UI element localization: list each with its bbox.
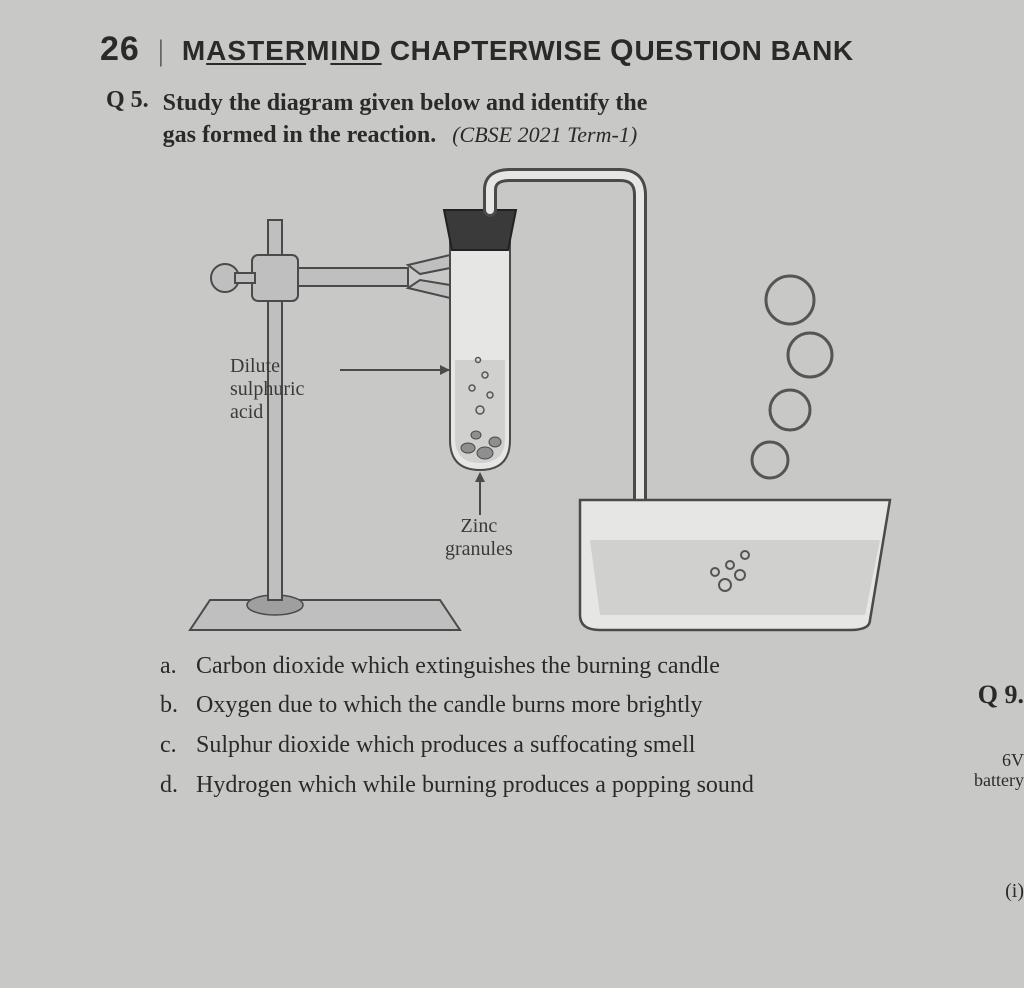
test-tube — [444, 210, 516, 470]
header-divider: | — [158, 34, 164, 68]
fragment-battery: battery — [974, 770, 1024, 791]
option-c: c. Sulphur dioxide which produces a suff… — [160, 729, 964, 763]
question-text: Study the diagram given below and identi… — [163, 87, 648, 152]
water-trough — [580, 276, 890, 630]
fragment-6v: 6V — [1002, 750, 1024, 771]
option-text-b: Oxygen due to which the candle burns mor… — [196, 689, 703, 723]
option-text-d: Hydrogen which while burning produces a … — [196, 769, 754, 803]
option-b: b. Oxygen due to which the candle burns … — [160, 689, 964, 723]
option-d: d. Hydrogen which while burning produces… — [160, 769, 964, 803]
fragment-q9: Q 9. — [978, 680, 1024, 710]
option-a: a. Carbon dioxide which extinguishes the… — [160, 650, 964, 684]
question-number: Q 5. — [106, 87, 149, 152]
options-list: a. Carbon dioxide which extinguishes the… — [160, 650, 964, 802]
option-letter-d: d. — [160, 769, 186, 803]
page-number: 26 — [100, 30, 140, 69]
option-text-a: Carbon dioxide which extinguishes the bu… — [196, 650, 720, 684]
label-dilute-acid: Dilute sulphuric acid — [230, 355, 304, 424]
question-line2: gas formed in the reaction. — [163, 122, 437, 148]
option-text-c: Sulphur dioxide which produces a suffoca… — [196, 729, 695, 763]
experiment-diagram: Dilute sulphuric acid Zinc granules — [150, 160, 910, 640]
question-block: Q 5. Study the diagram given below and i… — [106, 87, 964, 152]
question-line1: Study the diagram given below and identi… — [163, 90, 648, 116]
book-title: MASTERMIND CHAPTERWISE QUESTION BANK — [182, 34, 854, 68]
label-zinc-granules: Zinc granules — [445, 515, 513, 561]
question-source: (CBSE 2021 Term-1) — [452, 122, 637, 147]
retort-stand — [190, 220, 460, 630]
option-letter-b: b. — [160, 689, 186, 723]
option-letter-c: c. — [160, 729, 186, 763]
option-letter-a: a. — [160, 650, 186, 684]
page-header: 26 | MASTERMIND CHAPTERWISE QUESTION BAN… — [100, 30, 964, 69]
page-container: 26 | MASTERMIND CHAPTERWISE QUESTION BAN… — [0, 0, 1024, 838]
fragment-roman-i: (i) — [1005, 880, 1024, 903]
